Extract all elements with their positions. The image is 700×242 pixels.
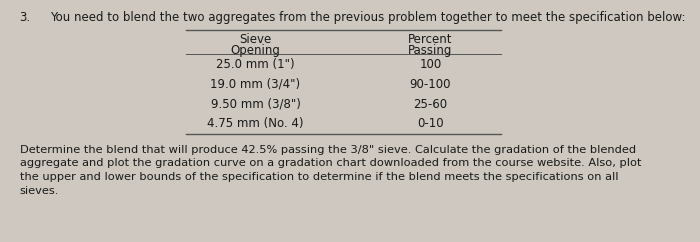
Text: You need to blend the two aggregates from the previous problem together to meet : You need to blend the two aggregates fro… bbox=[50, 11, 686, 24]
Text: Passing: Passing bbox=[408, 44, 453, 57]
Text: 100: 100 bbox=[419, 58, 442, 71]
Text: 19.0 mm (3/4"): 19.0 mm (3/4") bbox=[211, 78, 300, 91]
Text: Determine the blend that will produce 42.5% passing the 3/8" sieve. Calculate th: Determine the blend that will produce 42… bbox=[20, 145, 641, 196]
Text: Sieve: Sieve bbox=[239, 33, 272, 46]
Text: 3.: 3. bbox=[20, 11, 31, 24]
Text: 9.50 mm (3/8"): 9.50 mm (3/8") bbox=[211, 98, 300, 111]
Text: 4.75 mm (No. 4): 4.75 mm (No. 4) bbox=[207, 117, 304, 130]
Text: 0-10: 0-10 bbox=[417, 117, 444, 130]
Text: Percent: Percent bbox=[408, 33, 453, 46]
Text: 25.0 mm (1"): 25.0 mm (1") bbox=[216, 58, 295, 71]
Text: 90-100: 90-100 bbox=[410, 78, 452, 91]
Text: 25-60: 25-60 bbox=[414, 98, 447, 111]
Text: Opening: Opening bbox=[230, 44, 281, 57]
